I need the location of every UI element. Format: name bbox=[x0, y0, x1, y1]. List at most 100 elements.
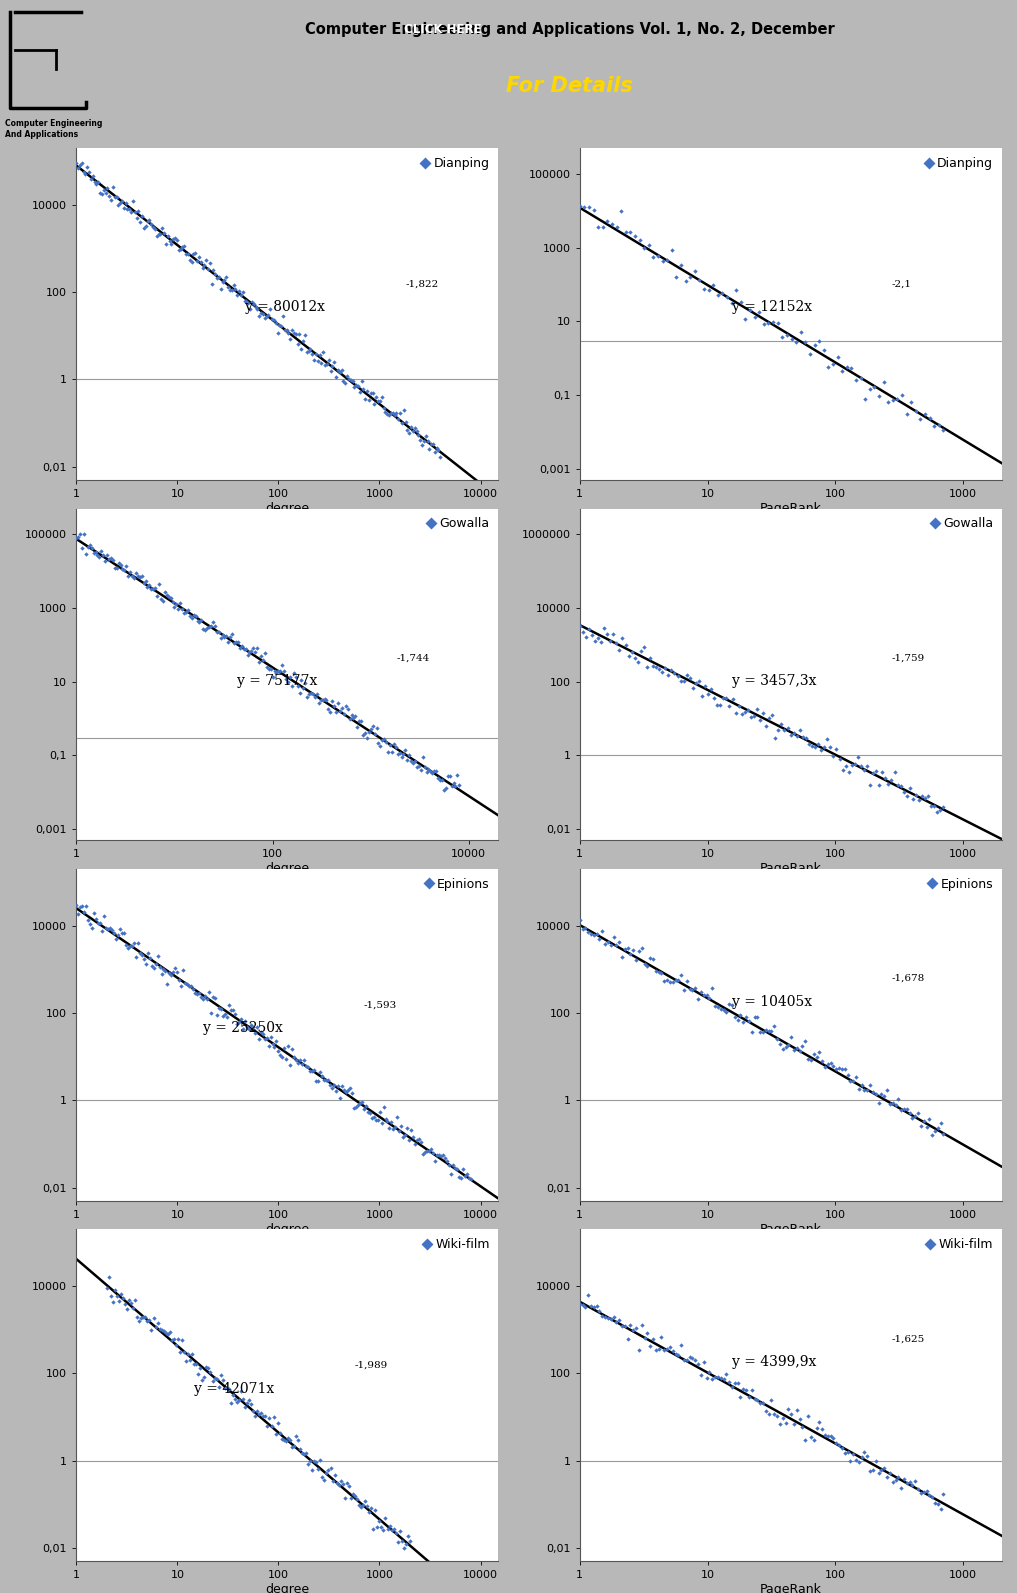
Point bbox=[625, 1317, 642, 1343]
Point bbox=[164, 1327, 180, 1352]
Point bbox=[388, 401, 405, 427]
Point bbox=[254, 301, 271, 327]
Point bbox=[448, 1157, 465, 1182]
Point bbox=[749, 696, 765, 722]
Point bbox=[421, 436, 437, 462]
Point bbox=[623, 640, 640, 666]
Point bbox=[805, 1040, 822, 1066]
Point bbox=[634, 935, 650, 961]
Point bbox=[215, 1367, 231, 1392]
Point bbox=[206, 984, 223, 1010]
Point bbox=[761, 1018, 777, 1043]
Point bbox=[653, 961, 669, 986]
Point bbox=[308, 1069, 324, 1094]
Point bbox=[199, 986, 216, 1012]
Point bbox=[363, 1496, 379, 1521]
Point bbox=[103, 1284, 119, 1309]
Point bbox=[718, 685, 734, 710]
Point bbox=[104, 918, 120, 943]
Point bbox=[339, 363, 355, 389]
Point bbox=[124, 933, 140, 959]
Point bbox=[322, 358, 339, 384]
Point bbox=[217, 624, 233, 650]
Point bbox=[299, 685, 315, 710]
Point bbox=[595, 213, 611, 239]
Point bbox=[848, 1064, 864, 1090]
Point bbox=[386, 401, 403, 427]
Point bbox=[463, 1166, 479, 1192]
Point bbox=[72, 153, 88, 178]
Point bbox=[407, 749, 423, 774]
Point bbox=[317, 352, 334, 378]
Point bbox=[394, 409, 410, 435]
Point bbox=[732, 1002, 749, 1027]
Point bbox=[874, 1082, 890, 1107]
Point bbox=[271, 1039, 287, 1064]
Point bbox=[933, 1110, 949, 1136]
Point bbox=[92, 911, 108, 937]
Point bbox=[775, 1035, 791, 1061]
Point bbox=[348, 1094, 364, 1120]
Point bbox=[372, 387, 388, 413]
Point bbox=[123, 1290, 139, 1316]
Point bbox=[692, 268, 708, 293]
Point bbox=[926, 413, 943, 438]
Point bbox=[310, 690, 326, 715]
Point bbox=[788, 1397, 804, 1423]
Point bbox=[797, 1427, 814, 1453]
Point bbox=[141, 1308, 158, 1333]
Point bbox=[204, 984, 221, 1010]
Point bbox=[774, 325, 790, 350]
Point bbox=[119, 1297, 135, 1322]
Point bbox=[343, 368, 359, 393]
Point bbox=[206, 1365, 223, 1391]
Point bbox=[364, 714, 380, 739]
Point bbox=[281, 320, 297, 346]
Point bbox=[752, 707, 768, 733]
Point bbox=[936, 417, 952, 443]
Point bbox=[259, 1413, 276, 1438]
Point bbox=[440, 1152, 457, 1177]
Point bbox=[782, 723, 798, 749]
Point bbox=[926, 1118, 943, 1144]
Point bbox=[302, 336, 318, 362]
Point bbox=[434, 766, 451, 792]
Point bbox=[253, 1400, 270, 1426]
Point bbox=[270, 1410, 286, 1435]
Point bbox=[227, 277, 243, 303]
Point bbox=[614, 626, 631, 652]
Point bbox=[371, 1509, 387, 1534]
Point bbox=[401, 421, 417, 446]
Point bbox=[169, 228, 185, 253]
Point bbox=[160, 972, 176, 997]
Point bbox=[134, 204, 151, 229]
Point bbox=[810, 731, 826, 757]
Point bbox=[583, 1294, 599, 1319]
Point bbox=[365, 1517, 381, 1542]
Point bbox=[794, 1415, 811, 1440]
Point bbox=[352, 379, 368, 405]
Point bbox=[611, 637, 627, 663]
Point bbox=[659, 1337, 675, 1362]
Point bbox=[166, 959, 182, 984]
Point bbox=[292, 1435, 308, 1461]
Point bbox=[221, 629, 237, 655]
Point bbox=[843, 355, 859, 381]
Point bbox=[222, 277, 238, 303]
Point bbox=[668, 264, 684, 290]
Point bbox=[399, 1115, 415, 1141]
Point bbox=[727, 701, 743, 726]
Point bbox=[654, 249, 670, 274]
Point bbox=[423, 432, 439, 457]
Point bbox=[79, 155, 96, 180]
Point bbox=[584, 623, 600, 648]
Point bbox=[418, 758, 434, 784]
Point bbox=[223, 997, 239, 1023]
Point bbox=[127, 1287, 143, 1313]
Point bbox=[912, 406, 929, 432]
Point bbox=[848, 1448, 864, 1474]
Point bbox=[293, 667, 309, 693]
X-axis label: degree: degree bbox=[265, 1222, 309, 1236]
Point bbox=[70, 524, 86, 550]
Point bbox=[113, 1281, 129, 1306]
